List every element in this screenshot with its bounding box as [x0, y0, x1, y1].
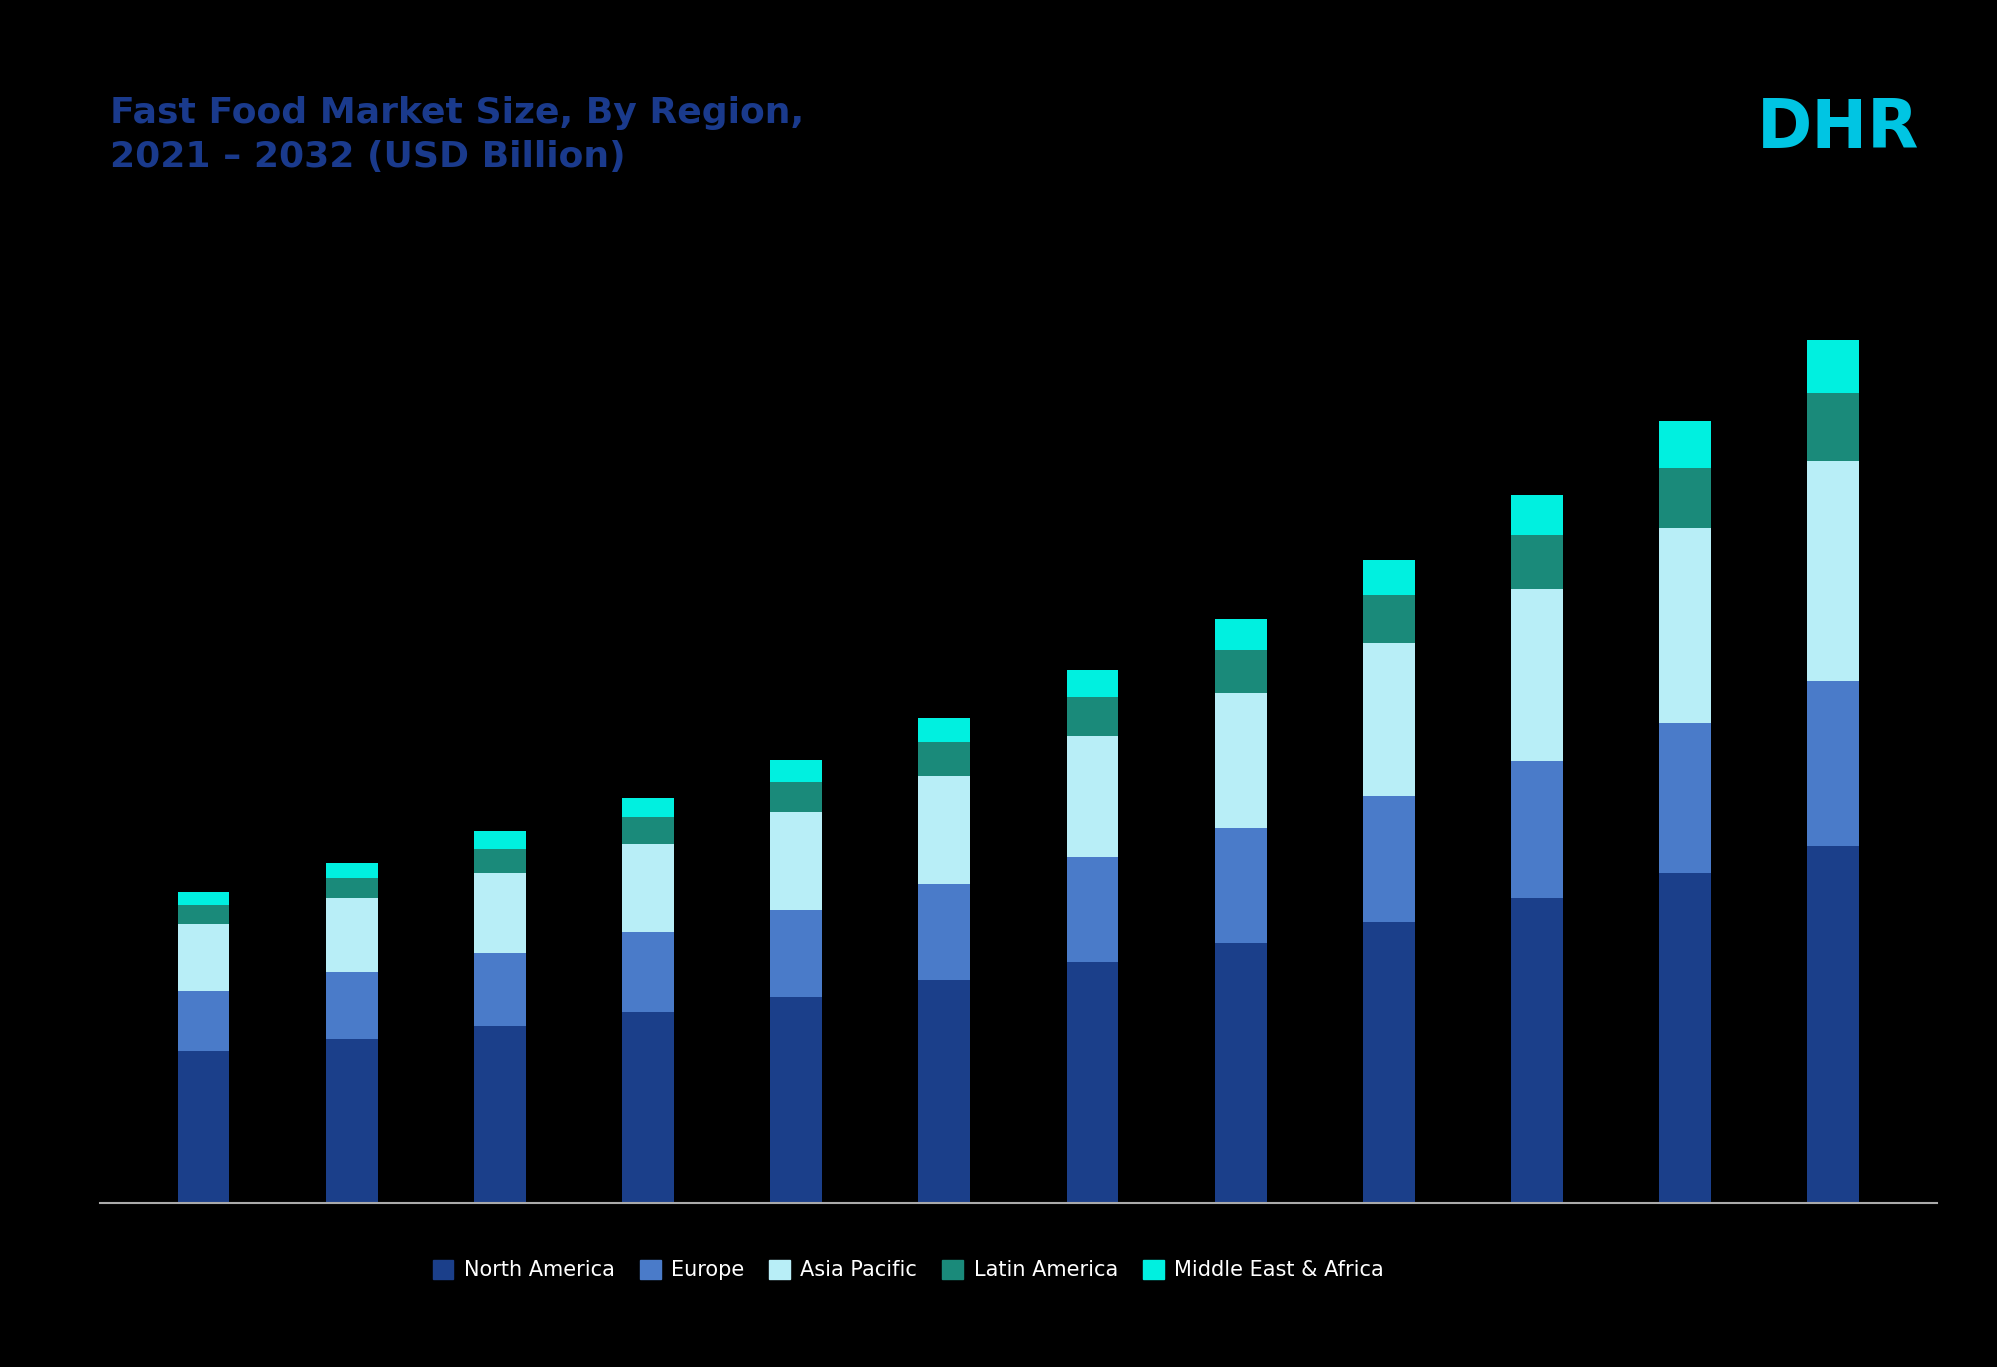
Bar	[771, 998, 823, 1203]
Bar	[1512, 761, 1564, 898]
Bar	[771, 909, 823, 998]
Bar	[1214, 649, 1266, 693]
Bar	[1512, 495, 1564, 534]
Bar	[178, 893, 230, 905]
Bar	[1512, 898, 1564, 1203]
Bar	[919, 884, 971, 980]
Bar	[178, 905, 230, 924]
Bar	[1066, 670, 1118, 697]
Bar	[1660, 468, 1711, 529]
Bar	[1660, 723, 1711, 874]
Bar	[473, 953, 525, 1025]
Bar	[1512, 534, 1564, 589]
Bar	[473, 849, 525, 874]
Bar	[1660, 529, 1711, 723]
Bar	[919, 718, 971, 742]
Bar	[1066, 962, 1118, 1203]
Bar	[326, 972, 377, 1039]
Bar	[1660, 421, 1711, 468]
Bar	[1660, 874, 1711, 1203]
Bar	[1807, 462, 1859, 682]
Bar	[1807, 392, 1859, 462]
Bar	[178, 924, 230, 991]
Bar	[623, 1012, 675, 1203]
Bar	[623, 817, 675, 845]
Bar	[326, 878, 377, 898]
Bar	[473, 831, 525, 849]
Bar	[1807, 682, 1859, 846]
Bar	[1214, 828, 1266, 943]
Bar	[473, 1025, 525, 1203]
Bar	[1362, 560, 1414, 596]
Bar	[1066, 697, 1118, 735]
Bar	[1512, 589, 1564, 761]
Text: Fast Food Market Size, By Region,
2021 – 2032 (USD Billion): Fast Food Market Size, By Region, 2021 –…	[110, 96, 805, 175]
Bar	[1807, 340, 1859, 392]
Bar	[1066, 735, 1118, 857]
Bar	[1362, 644, 1414, 796]
Bar	[1066, 857, 1118, 962]
Bar	[326, 1039, 377, 1203]
Bar	[1362, 796, 1414, 923]
Legend: North America, Europe, Asia Pacific, Latin America, Middle East & Africa: North America, Europe, Asia Pacific, Lat…	[423, 1252, 1392, 1289]
Bar	[1214, 943, 1266, 1203]
Text: DHR: DHR	[1757, 96, 1919, 161]
Bar	[178, 991, 230, 1051]
Bar	[771, 782, 823, 812]
Bar	[771, 812, 823, 909]
Bar	[623, 798, 675, 817]
Bar	[771, 760, 823, 782]
Bar	[1214, 693, 1266, 828]
Bar	[919, 980, 971, 1203]
Bar	[326, 864, 377, 878]
Bar	[919, 742, 971, 775]
Bar	[1807, 846, 1859, 1203]
Bar	[919, 775, 971, 884]
Bar	[178, 1051, 230, 1203]
Bar	[1214, 619, 1266, 649]
Bar	[473, 874, 525, 953]
Bar	[1362, 596, 1414, 644]
Bar	[1362, 923, 1414, 1203]
Bar	[623, 932, 675, 1012]
Bar	[623, 845, 675, 932]
Bar	[326, 898, 377, 972]
